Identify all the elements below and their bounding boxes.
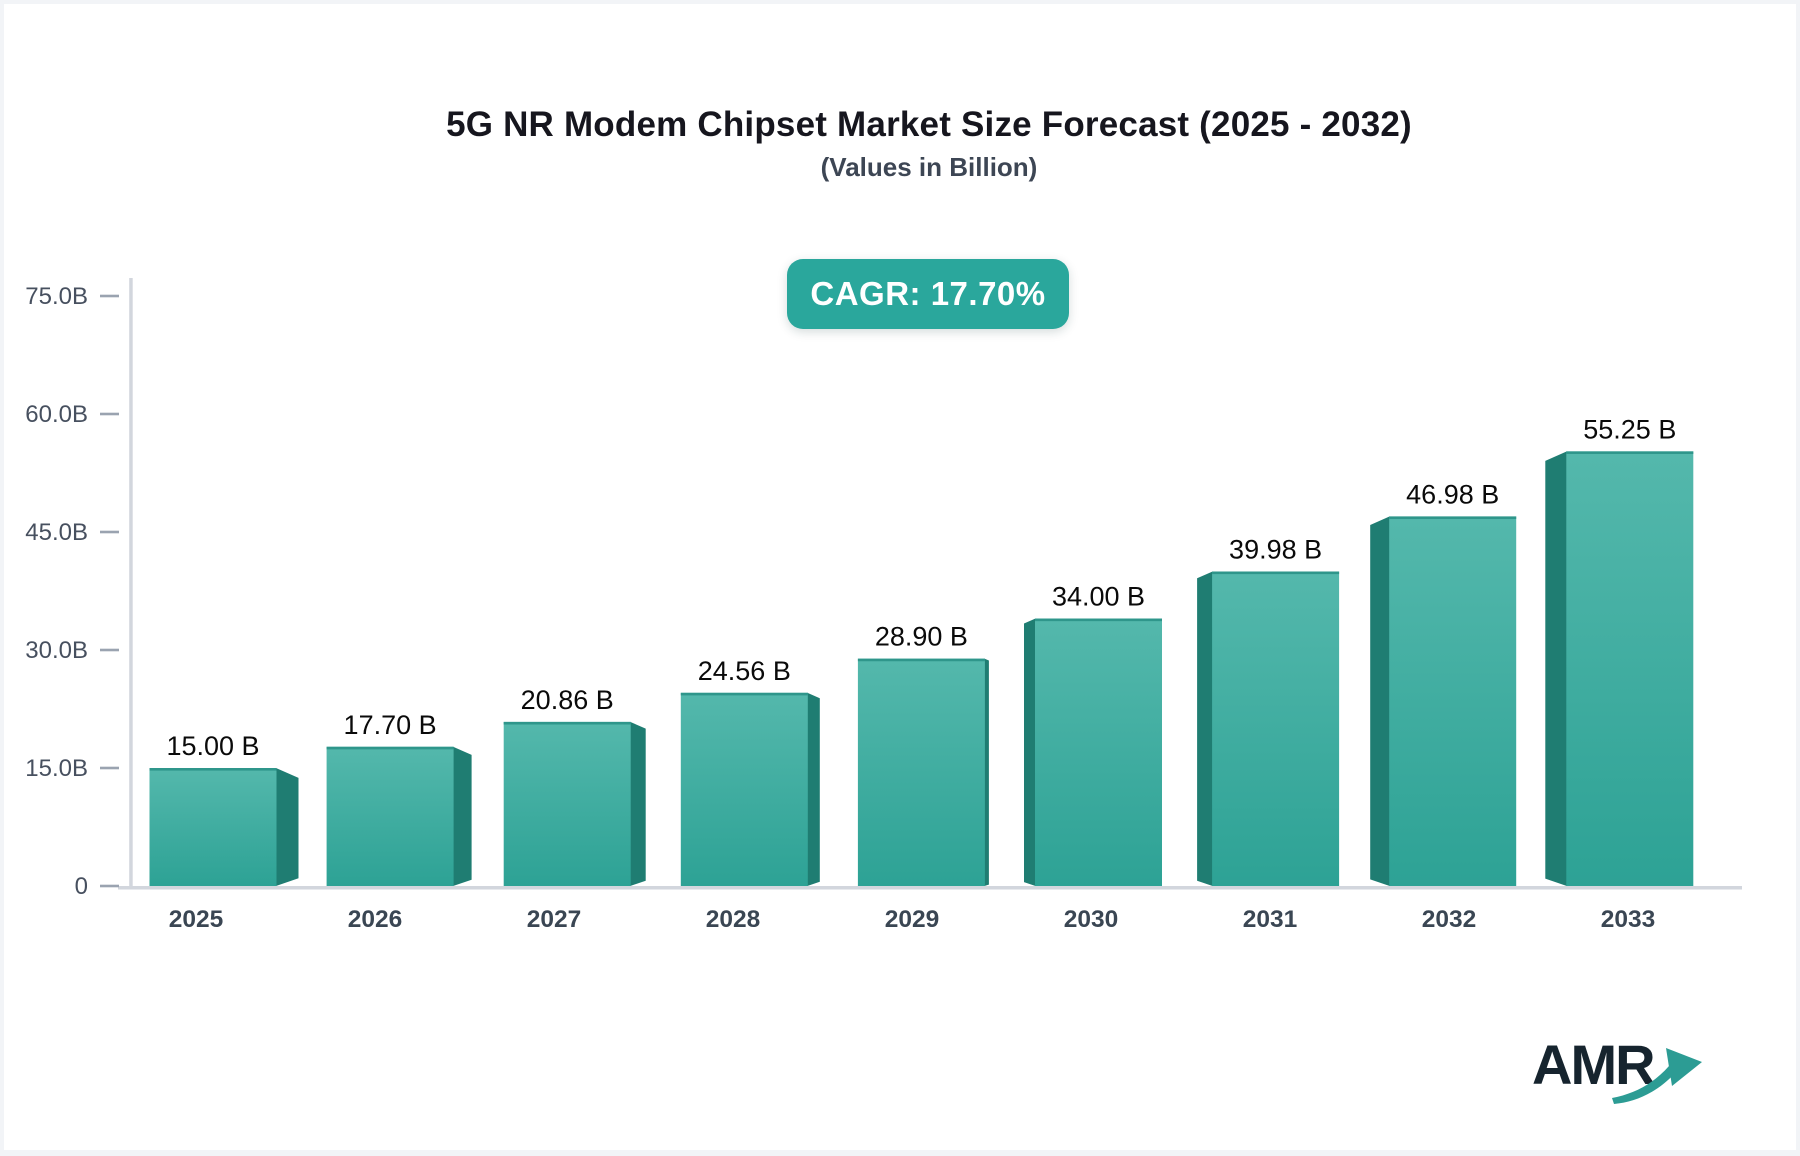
bar-2025[interactable] bbox=[149, 768, 299, 886]
y-tick-mark bbox=[100, 294, 119, 298]
chart-title: 5G NR Modem Chipset Market Size Forecast… bbox=[446, 105, 1412, 144]
trending-up-arrow-icon bbox=[1612, 1048, 1702, 1104]
bar-top-edge bbox=[857, 658, 985, 662]
bar-top-edge bbox=[149, 768, 277, 771]
bar-2028[interactable] bbox=[680, 692, 820, 886]
value-label: 39.98 B bbox=[1229, 534, 1322, 564]
bar-front-face bbox=[680, 692, 808, 886]
bar-side-face bbox=[1024, 618, 1036, 886]
bar-top-edge bbox=[1566, 451, 1694, 454]
bar-front-face bbox=[149, 768, 277, 886]
y-tick-label: 60.0B bbox=[25, 401, 88, 428]
bar-side-face bbox=[1370, 516, 1390, 886]
bar-top-edge bbox=[326, 746, 454, 750]
y-tick-label: 45.0B bbox=[25, 519, 88, 546]
bar-side-face bbox=[984, 658, 989, 886]
bar-front-face bbox=[857, 658, 985, 886]
bar-front-face bbox=[1212, 571, 1340, 886]
data-labels: 15.00 B 2025 17.70 B 2026 20.86 B 2027 24.56 B… bbox=[166, 414, 1676, 933]
bar-side-face bbox=[1545, 451, 1567, 886]
value-label: 55.25 B bbox=[1583, 414, 1676, 444]
category-label: 2032 bbox=[1422, 906, 1477, 933]
amr-logo: AMR bbox=[1532, 1034, 1722, 1120]
y-tick-label: 75.0B bbox=[25, 283, 88, 310]
bar-front-face bbox=[1389, 516, 1517, 886]
y-tick-label: 30.0B bbox=[25, 637, 88, 664]
bar-2026[interactable] bbox=[326, 746, 472, 886]
bar-2032[interactable] bbox=[1370, 516, 1517, 886]
bar-front-face bbox=[503, 721, 631, 886]
y-tick-mark bbox=[100, 766, 119, 770]
bar-2027[interactable] bbox=[503, 721, 646, 886]
y-tick-mark bbox=[100, 412, 119, 416]
bar-side-face bbox=[276, 768, 299, 886]
axes: 0 15.0B 30.0B 45.0B 60.0B 75.0B bbox=[25, 278, 1742, 900]
value-label: 34.00 B bbox=[1052, 582, 1145, 612]
cagr-badge: CAGR: 17.70% bbox=[787, 259, 1069, 329]
value-label: 17.70 B bbox=[344, 710, 437, 740]
y-tick-mark bbox=[100, 530, 119, 534]
chart-subtitle: (Values in Billion) bbox=[820, 152, 1038, 182]
value-label: 24.56 B bbox=[698, 656, 791, 686]
y-tick-label: 15.0B bbox=[25, 755, 88, 782]
y-tick-mark bbox=[100, 884, 119, 888]
bar-front-face bbox=[1566, 451, 1694, 886]
bar-2030[interactable] bbox=[1024, 618, 1162, 886]
amr-logo-text: AMR bbox=[1532, 1033, 1656, 1096]
bar-front-face bbox=[1035, 618, 1162, 886]
value-label: 20.86 B bbox=[521, 685, 614, 715]
bar-top-edge bbox=[503, 721, 631, 725]
category-label: 2027 bbox=[527, 906, 582, 933]
y-tick-label: 0 bbox=[75, 873, 88, 900]
category-label: 2031 bbox=[1243, 906, 1298, 933]
x-axis-line bbox=[118, 886, 1742, 890]
y-axis-line bbox=[129, 278, 133, 889]
chart-card: 0 15.0B 30.0B 45.0B 60.0B 75.0B 15.00 B 2025 17… bbox=[4, 4, 1796, 1150]
bar-2031[interactable] bbox=[1197, 571, 1340, 886]
bar-top-edge bbox=[1389, 516, 1517, 520]
bar-side-face bbox=[453, 746, 472, 886]
y-tick-mark bbox=[100, 648, 119, 652]
bar-top-edge bbox=[1212, 571, 1340, 575]
value-label: 15.00 B bbox=[166, 731, 259, 761]
bar-top-edge bbox=[1035, 618, 1162, 622]
category-label: 2026 bbox=[348, 906, 403, 933]
category-label: 2029 bbox=[885, 906, 940, 933]
bar-front-face bbox=[326, 746, 454, 886]
bar-top-edge bbox=[680, 692, 808, 696]
bar-2029[interactable] bbox=[857, 658, 989, 886]
category-label: 2025 bbox=[169, 906, 224, 933]
bar-side-face bbox=[1197, 571, 1213, 886]
category-label: 2030 bbox=[1064, 906, 1119, 933]
value-label: 28.90 B bbox=[875, 622, 968, 652]
bar-side-face bbox=[630, 721, 646, 886]
category-label: 2028 bbox=[706, 906, 761, 933]
category-label: 2033 bbox=[1601, 906, 1656, 933]
value-label: 46.98 B bbox=[1406, 479, 1499, 509]
bar-side-face bbox=[807, 692, 820, 886]
bar-2033[interactable] bbox=[1545, 451, 1694, 886]
bar-series bbox=[149, 451, 1694, 886]
